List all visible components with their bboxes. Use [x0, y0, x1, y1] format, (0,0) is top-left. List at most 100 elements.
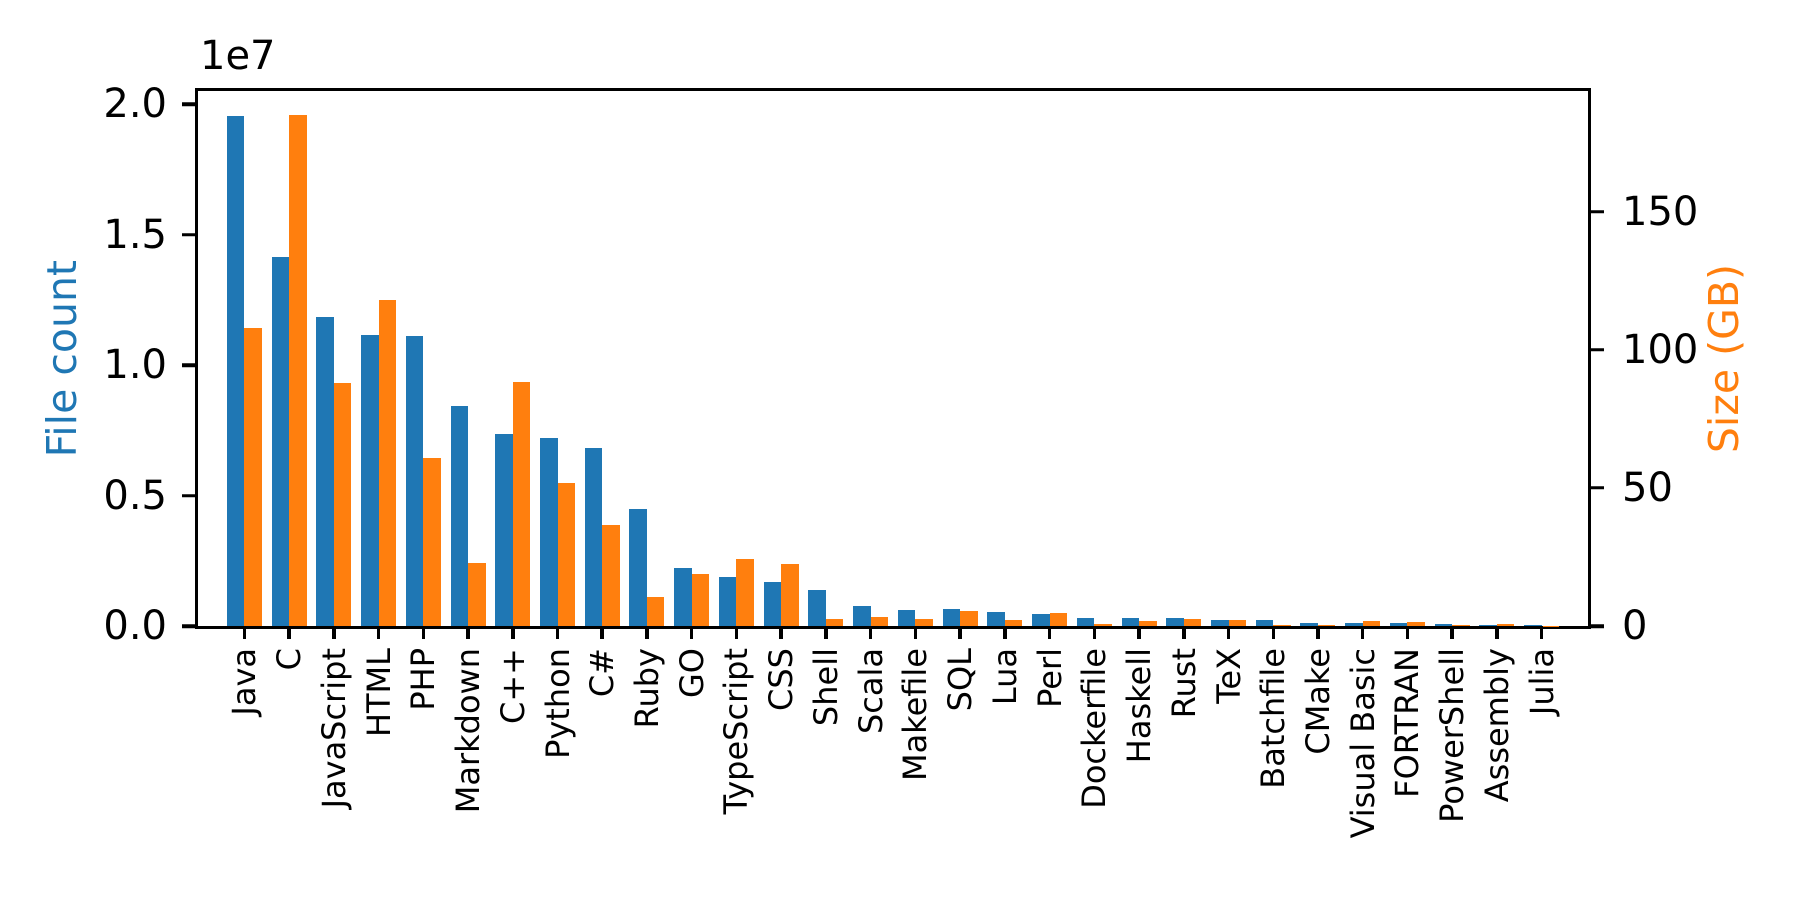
bar-group [580, 91, 625, 626]
size-gb-bar [1496, 624, 1515, 626]
bar-group [1251, 91, 1296, 626]
x-tick-cell: JavaScript [311, 626, 356, 900]
size-gb-bar [691, 574, 710, 626]
x-tick-mark [958, 626, 962, 639]
file-count-bar [1389, 623, 1408, 626]
bar-group [938, 91, 983, 626]
x-tick-cell: Lua [982, 626, 1027, 900]
bar-group [311, 91, 356, 626]
x-tick-mark [824, 626, 828, 639]
size-gb-bar [825, 618, 844, 626]
y-tick-label: 150 [1622, 188, 1699, 235]
x-tick-cell: PHP [401, 626, 446, 900]
file-count-bar [1211, 619, 1229, 626]
x-tick-cell: Rust [1161, 626, 1206, 900]
x-tick-mark [1226, 626, 1231, 639]
bar-group [1430, 91, 1475, 626]
bar-group [893, 91, 938, 626]
x-tick-mark [1360, 626, 1365, 639]
x-tick-cell: Batchfile [1251, 626, 1296, 900]
x-tick-mark [555, 626, 560, 639]
size-gb-bar [333, 383, 352, 626]
x-tick-label: GO [672, 648, 711, 698]
file-count-bar [942, 609, 961, 626]
y-tick-mark [1590, 624, 1604, 628]
file-count-bar [405, 336, 424, 626]
x-tick-label: TeX [1209, 648, 1248, 704]
file-count-bar [718, 576, 737, 626]
x-tick-mark [734, 626, 739, 639]
x-tick-cell: TeX [1206, 626, 1251, 900]
right-tick-marks [1590, 91, 1605, 628]
x-tick-mark [242, 626, 247, 639]
y-tick-mark [182, 624, 196, 628]
x-axis: Java C JavaScript HTML PHP Markdown C++ Python C… [198, 626, 1588, 900]
y-tick-mark [182, 363, 196, 367]
file-count-bar [897, 609, 916, 626]
size-gb-bar [1273, 625, 1291, 626]
x-tick-mark [868, 626, 873, 639]
file-count-bar [1166, 618, 1184, 626]
size-gb-bar [557, 482, 575, 626]
size-gb-bar [602, 524, 620, 626]
x-tick-cell: C++ [490, 626, 535, 900]
y-tick-label: 1.5 [103, 211, 167, 258]
y-tick-mark [1590, 210, 1604, 214]
x-tick-cell: Julia [1519, 626, 1564, 900]
x-tick-mark [332, 626, 336, 639]
x-tick-cell: Java [222, 626, 267, 900]
size-gb-bar [289, 115, 307, 626]
bar-group [982, 91, 1027, 626]
file-count-bar [226, 115, 245, 626]
bar-group [1340, 91, 1385, 626]
x-tick-label: CMake [1298, 648, 1337, 755]
file-count-bar [584, 448, 603, 626]
x-tick-cell: Perl [1027, 626, 1072, 900]
x-tick-label: Shell [806, 648, 845, 727]
x-tick-label: Makefile [896, 648, 935, 782]
x-tick-mark [1450, 626, 1454, 639]
file-count-bar [316, 317, 334, 626]
x-tick-cell: Shell [804, 626, 849, 900]
file-count-bar [1434, 623, 1453, 626]
x-tick-cell: Assembly [1475, 626, 1520, 900]
y-tick-mark [182, 232, 196, 237]
file-count-bar [1479, 624, 1497, 626]
right-tick-labels: 0 50 100 150 [1622, 91, 1762, 646]
bar-group [848, 91, 893, 626]
x-tick-cell: Haskell [1117, 626, 1162, 900]
y-tick-label: 50 [1622, 464, 1673, 511]
bar-group [535, 91, 580, 626]
x-tick-mark [1092, 626, 1097, 639]
x-tick-cell: GO [669, 626, 714, 900]
plot-area [198, 91, 1588, 626]
x-tick-label: JavaScript [314, 648, 353, 809]
size-gb-bar [1452, 624, 1470, 626]
x-tick-label: C++ [493, 648, 532, 724]
x-tick-label: Rust [1164, 648, 1203, 719]
y-tick-label: 0.5 [103, 472, 167, 519]
x-tick-mark [287, 626, 291, 639]
x-tick-label: CSS [762, 648, 801, 711]
bar-group [1475, 91, 1520, 626]
x-tick-label: Markdown [449, 648, 488, 814]
x-tick-mark [1539, 626, 1544, 639]
size-gb-bar [781, 563, 799, 626]
bar-group [1296, 91, 1341, 626]
file-count-bar [853, 605, 871, 626]
y-tick-label: 1.0 [103, 342, 167, 389]
x-tick-cell: Ruby [625, 626, 670, 900]
file-count-bar [450, 406, 469, 626]
x-tick-cell: SQL [938, 626, 983, 900]
bar-group [401, 91, 446, 626]
x-tick-mark [1316, 626, 1320, 639]
x-tick-mark [1271, 626, 1275, 639]
x-tick-label: C# [583, 648, 622, 698]
x-tick-label: FORTRAN [1388, 648, 1427, 798]
x-tick-mark [376, 626, 381, 639]
bar-group [625, 91, 670, 626]
bar-group [222, 91, 267, 626]
x-tick-label: PowerShell [1433, 648, 1472, 823]
size-gb-bar [870, 616, 889, 626]
x-tick-label: Ruby [627, 648, 666, 729]
